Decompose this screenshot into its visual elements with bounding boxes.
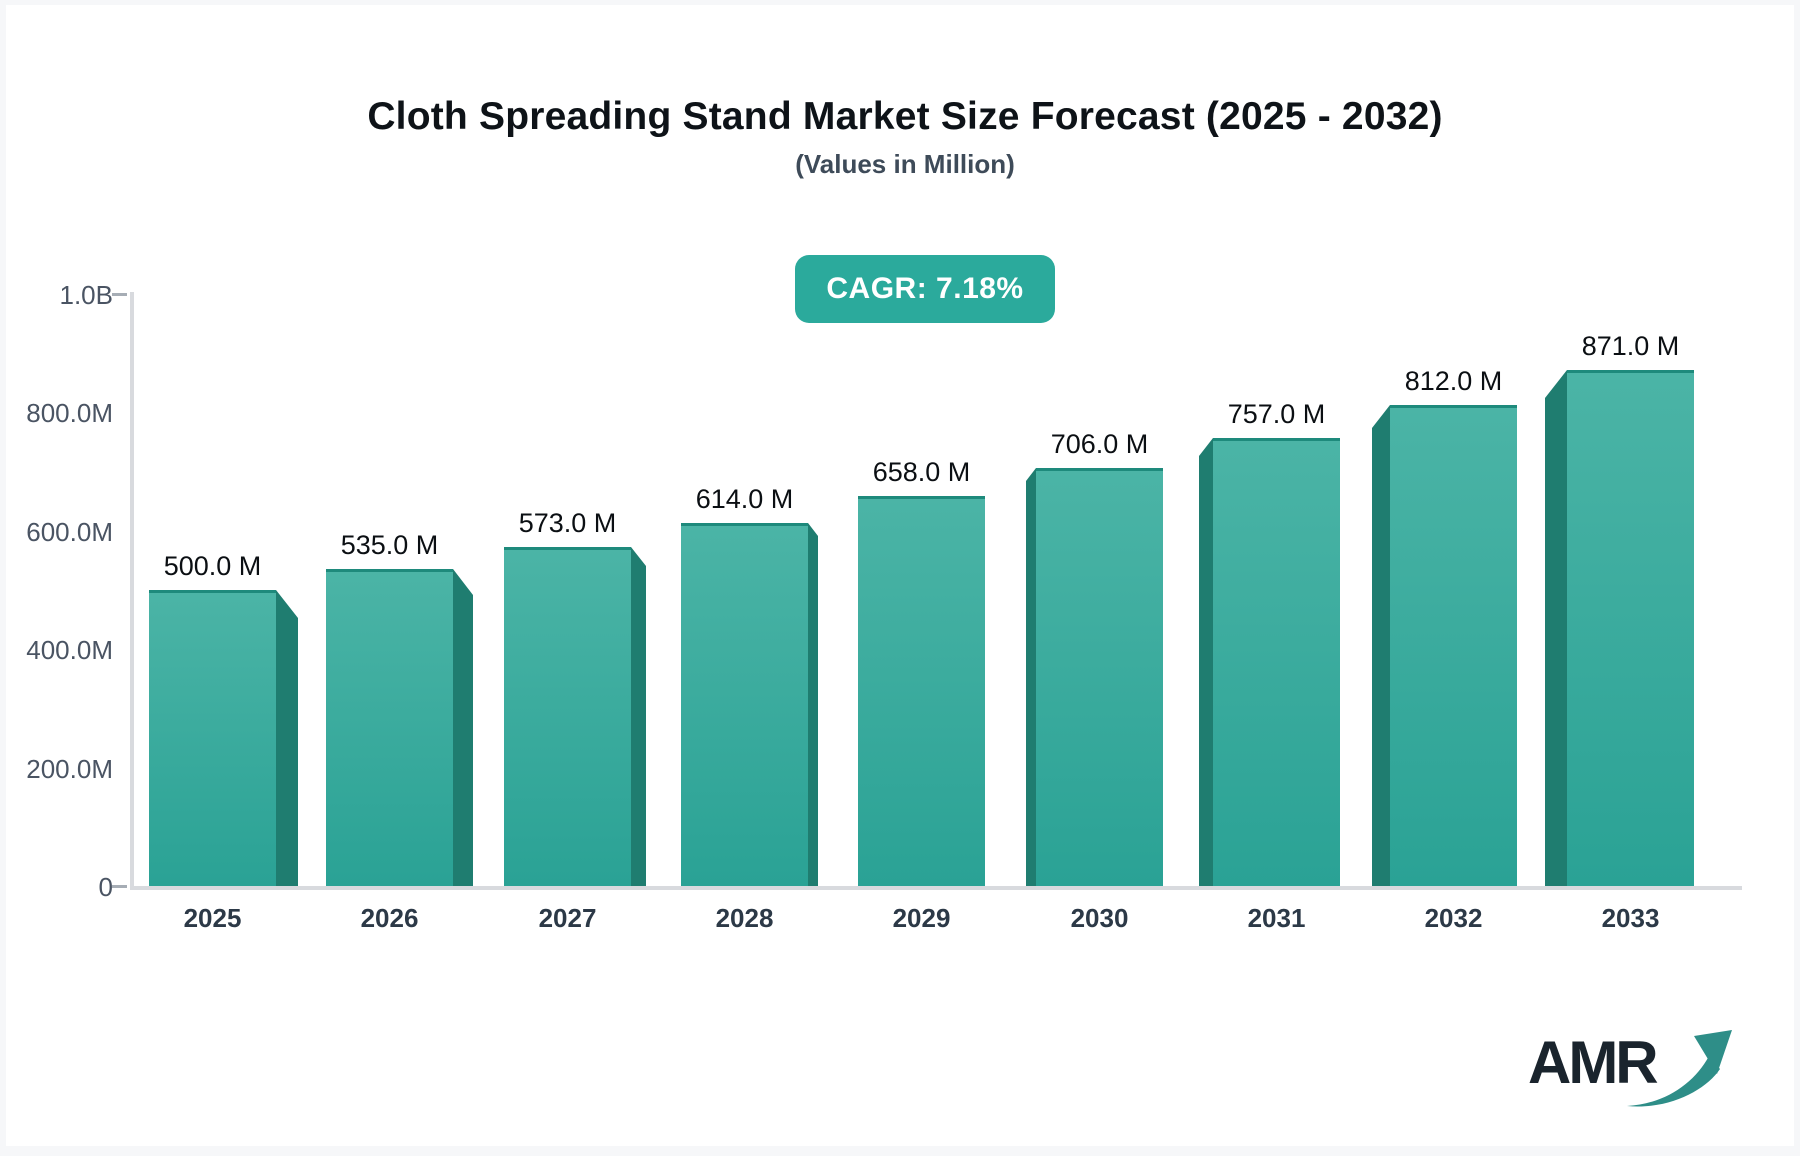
x-axis-label: 2031 (1247, 903, 1306, 933)
y-tick-dash (112, 885, 127, 888)
bar-value-label: 500.0 M (163, 551, 262, 581)
bar-value-label: 871.0 M (1581, 331, 1680, 361)
bar-value-label: 658.0 M (872, 457, 971, 487)
bar (1036, 468, 1163, 886)
chart-title: Cloth Spreading Stand Market Size Foreca… (367, 95, 1443, 138)
x-axis-label: 2026 (360, 903, 419, 933)
bar-side-face (1026, 468, 1036, 886)
x-axis-label: 2033 (1601, 903, 1660, 933)
bar (1213, 438, 1340, 886)
bar-value-label: 757.0 M (1227, 399, 1326, 429)
bar-side-face (631, 547, 646, 886)
logo-arrow-icon (1627, 1030, 1732, 1107)
bar (858, 496, 985, 886)
bar-value-label: 535.0 M (340, 530, 439, 560)
bar-side-face (808, 523, 818, 886)
y-axis-line (130, 292, 134, 890)
bar-value-label: 812.0 M (1404, 366, 1503, 396)
y-axis-label: 800.0M (26, 398, 113, 429)
x-axis-label: 2030 (1070, 903, 1129, 933)
bar-value-label: 706.0 M (1050, 429, 1149, 459)
bar-side-face (1372, 405, 1390, 886)
x-axis-baseline (130, 886, 1742, 890)
amr-logo: AMR (1528, 1018, 1732, 1113)
bar (504, 547, 631, 886)
x-axis-label: 2028 (715, 903, 774, 933)
bar (1567, 370, 1694, 886)
bar-value-label: 614.0 M (695, 484, 794, 514)
y-axis-label: 1.0B (59, 280, 114, 310)
bar-side-face (1545, 370, 1567, 886)
x-axis-label: 2029 (892, 903, 951, 933)
cagr-badge: CAGR: 7.18% (795, 255, 1055, 323)
y-axis-label: 200.0M (26, 753, 113, 784)
y-tick-dash (112, 293, 127, 296)
y-axis-label: 0 (98, 872, 113, 902)
bar-side-face (276, 590, 298, 886)
bar-side-face (453, 569, 473, 886)
x-axis-label: 2025 (183, 903, 242, 933)
x-axis-label: 2032 (1424, 903, 1483, 933)
bar (1390, 405, 1517, 886)
chart-subtitle: (Values in Million) (795, 149, 1015, 179)
bar (681, 523, 808, 886)
bar-side-face (1199, 438, 1213, 886)
y-axis-label: 600.0M (26, 516, 113, 547)
logo-text: AMR (1528, 1029, 1659, 1096)
bar (149, 590, 276, 886)
y-axis-label: 400.0M (26, 635, 113, 666)
x-axis-label: 2027 (538, 903, 597, 933)
bar (326, 569, 453, 886)
bar-value-label: 573.0 M (518, 508, 617, 538)
